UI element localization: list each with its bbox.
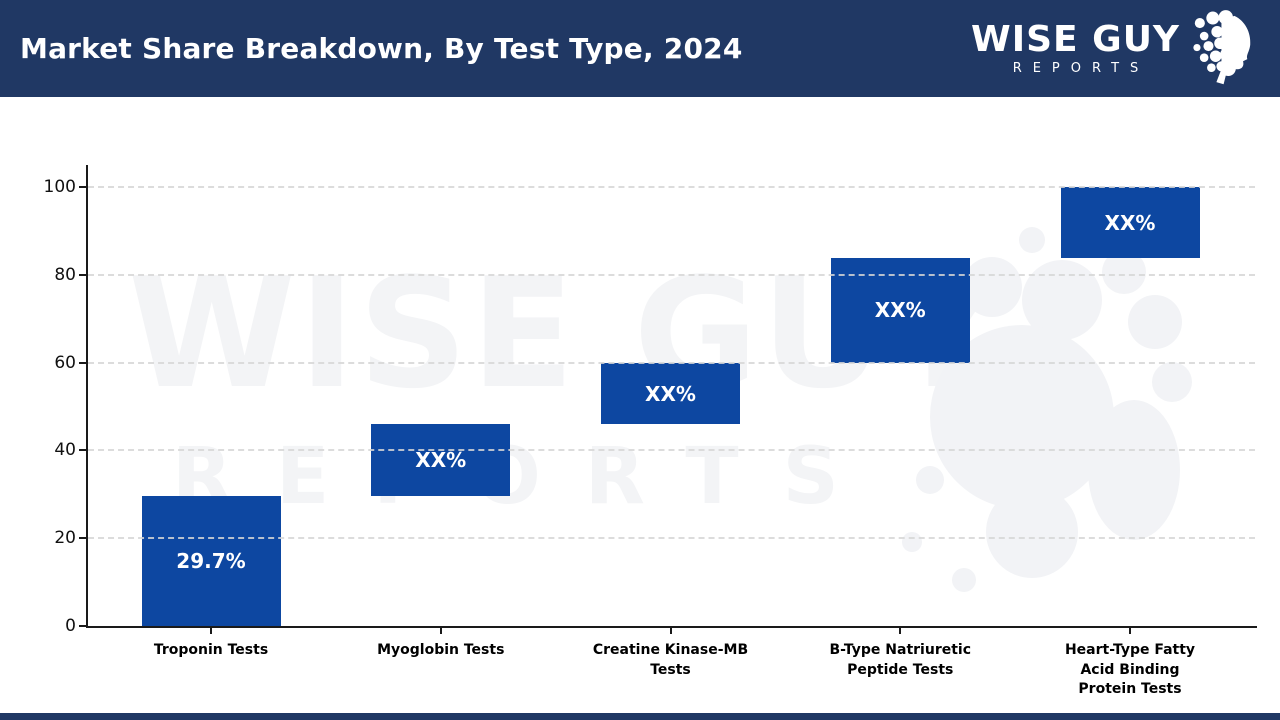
y-tick-label-60: 60 bbox=[54, 352, 76, 373]
bar-value-label-3: XX% bbox=[874, 298, 926, 323]
x-tick-mark-0 bbox=[210, 628, 212, 634]
bar-value-label-1: XX% bbox=[415, 448, 467, 473]
y-tick-label-20: 20 bbox=[54, 528, 76, 549]
gridline-40 bbox=[88, 449, 1255, 452]
y-tick-label-100: 100 bbox=[43, 177, 76, 197]
bar-value-label-2: XX% bbox=[645, 381, 696, 406]
bar-segment-1: XX% bbox=[371, 424, 511, 496]
wiseguy-logo: WISE GUY REPORTS bbox=[971, 9, 1256, 89]
bar-segment-0: 29.7% bbox=[141, 495, 281, 626]
y-tick-mark-0 bbox=[79, 625, 86, 627]
x-category-label-2: Creatine Kinase-MB Tests bbox=[592, 642, 749, 678]
x-tick-mark-4 bbox=[1129, 628, 1131, 634]
bar-segment-4: XX% bbox=[1060, 187, 1200, 259]
page-title: Market Share Breakdown, By Test Type, 20… bbox=[20, 32, 743, 65]
footer-bar bbox=[0, 713, 1280, 720]
x-tick-mark-2 bbox=[669, 628, 672, 634]
x-category-label-4: Heart-Type Fatty Acid Binding Protein Te… bbox=[1064, 642, 1196, 697]
logo-head-icon bbox=[1193, 9, 1251, 84]
x-axis-line bbox=[86, 626, 1257, 628]
logo-text: WISE GUY REPORTS bbox=[970, 18, 1180, 76]
y-tick-label-40: 40 bbox=[54, 440, 76, 461]
x-tick-mark-3 bbox=[899, 628, 902, 634]
y-tick-mark-20 bbox=[79, 537, 86, 540]
y-tick-mark-100 bbox=[79, 186, 86, 188]
logo-subtext: REPORTS bbox=[1012, 60, 1150, 76]
y-tick-label-0: 0 bbox=[65, 616, 76, 636]
y-tick-mark-80 bbox=[79, 273, 86, 276]
gridline-60 bbox=[88, 361, 1255, 364]
y-axis-line bbox=[86, 165, 88, 628]
gridline-100 bbox=[88, 186, 1255, 188]
bar-value-label-4: XX% bbox=[1104, 210, 1156, 235]
gridline-80 bbox=[88, 273, 1255, 276]
bar-value-label-0: 29.7% bbox=[176, 548, 246, 573]
y-tick-label-80: 80 bbox=[54, 264, 76, 285]
y-tick-mark-60 bbox=[79, 361, 86, 364]
y-tick-mark-40 bbox=[79, 449, 86, 452]
bar-segment-2: XX% bbox=[601, 362, 740, 425]
x-category-label-3: B-Type Natriuretic Peptide Tests bbox=[829, 642, 972, 678]
x-tick-mark-1 bbox=[439, 628, 442, 634]
x-category-label-0: Troponin Tests bbox=[153, 642, 269, 658]
gridline-20 bbox=[88, 537, 1255, 540]
header-bar: Market Share Breakdown, By Test Type, 20… bbox=[0, 0, 1280, 97]
logo-wordmark: WISE GUY bbox=[970, 18, 1180, 60]
x-category-label-1: Myoglobin Tests bbox=[377, 642, 505, 658]
